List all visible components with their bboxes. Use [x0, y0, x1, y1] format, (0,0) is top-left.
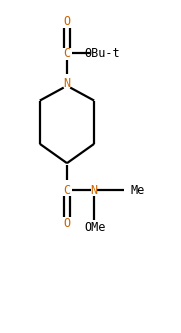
Text: OMe: OMe — [84, 220, 106, 234]
Text: N: N — [63, 77, 71, 90]
Text: O: O — [63, 216, 71, 230]
Text: C: C — [63, 47, 71, 60]
Text: C: C — [63, 184, 71, 197]
Text: O: O — [63, 15, 71, 28]
Text: N: N — [90, 184, 98, 197]
Text: OBu-t: OBu-t — [85, 47, 120, 60]
Text: Me: Me — [130, 184, 145, 197]
